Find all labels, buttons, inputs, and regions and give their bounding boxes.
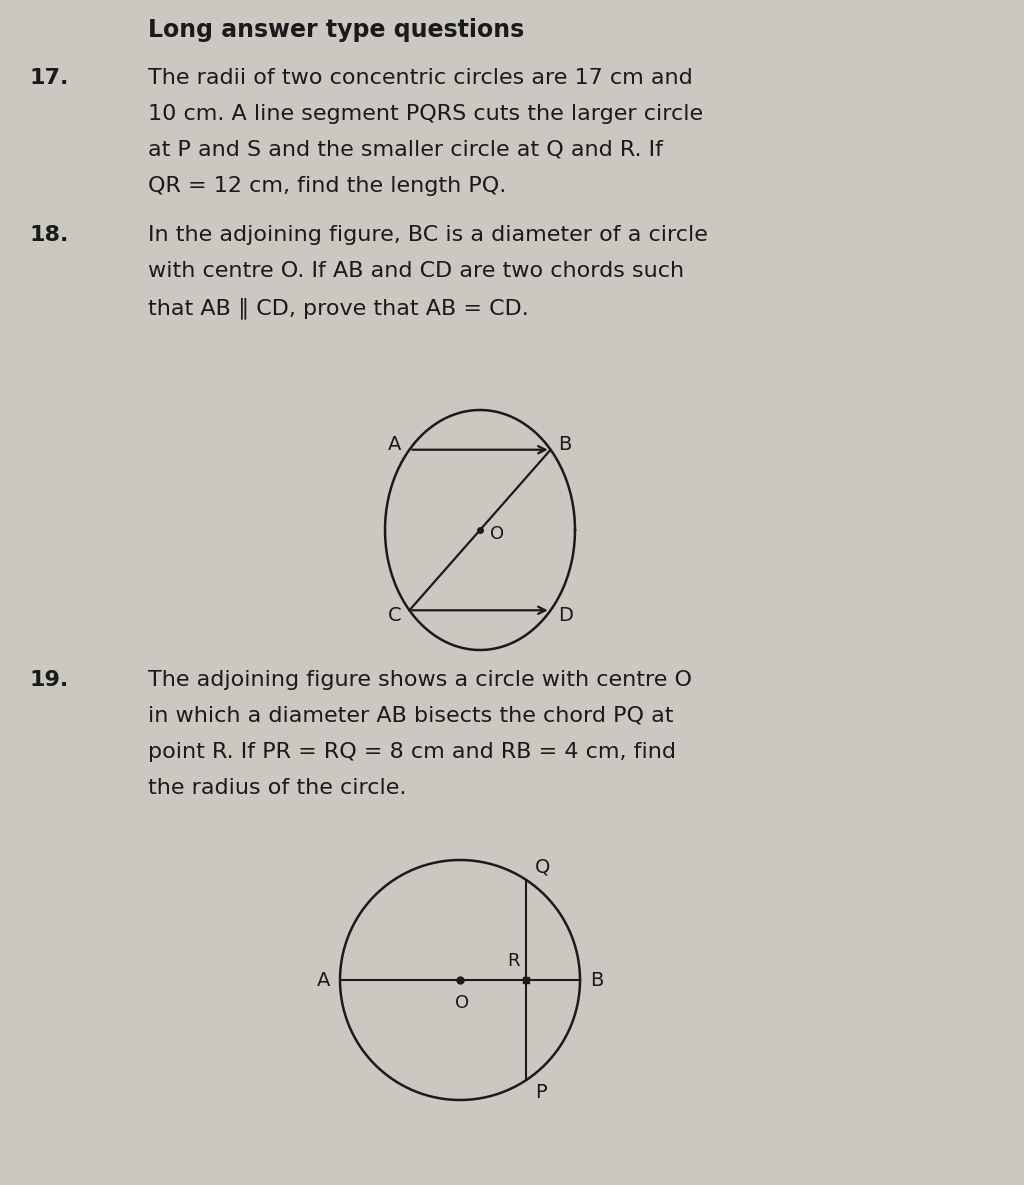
Text: in which a diameter AB bisects the chord PQ at: in which a diameter AB bisects the chord… (148, 706, 674, 726)
Text: A: A (316, 971, 330, 989)
Text: that AB ∥ CD, prove that AB = CD.: that AB ∥ CD, prove that AB = CD. (148, 297, 528, 319)
Text: the radius of the circle.: the radius of the circle. (148, 779, 407, 798)
Text: point R. If PR = RQ = 8 cm and RB = 4 cm, find: point R. If PR = RQ = 8 cm and RB = 4 cm… (148, 742, 676, 762)
Text: A: A (388, 435, 401, 454)
Text: 17.: 17. (30, 68, 70, 88)
Text: 19.: 19. (30, 670, 70, 690)
Text: with centre O. If AB and CD are two chords such: with centre O. If AB and CD are two chor… (148, 261, 684, 281)
Text: Long answer type questions: Long answer type questions (148, 18, 524, 41)
Text: O: O (455, 994, 469, 1012)
Text: In the adjoining figure, BC is a diameter of a circle: In the adjoining figure, BC is a diamete… (148, 225, 708, 245)
Text: QR = 12 cm, find the length PQ.: QR = 12 cm, find the length PQ. (148, 177, 506, 196)
Text: Q: Q (535, 858, 550, 877)
Text: R: R (508, 952, 520, 971)
Text: B: B (590, 971, 603, 989)
Text: 18.: 18. (30, 225, 70, 245)
Text: D: D (559, 606, 573, 624)
Text: 10 cm. A line segment PQRS cuts the larger circle: 10 cm. A line segment PQRS cuts the larg… (148, 104, 703, 124)
Text: The adjoining figure shows a circle with centre O: The adjoining figure shows a circle with… (148, 670, 692, 690)
Text: P: P (535, 1083, 547, 1102)
Text: O: O (490, 525, 504, 543)
Text: C: C (388, 606, 401, 624)
Text: B: B (559, 435, 572, 454)
Text: The radii of two concentric circles are 17 cm and: The radii of two concentric circles are … (148, 68, 693, 88)
Text: at P and S and the smaller circle at Q and R. If: at P and S and the smaller circle at Q a… (148, 140, 663, 160)
